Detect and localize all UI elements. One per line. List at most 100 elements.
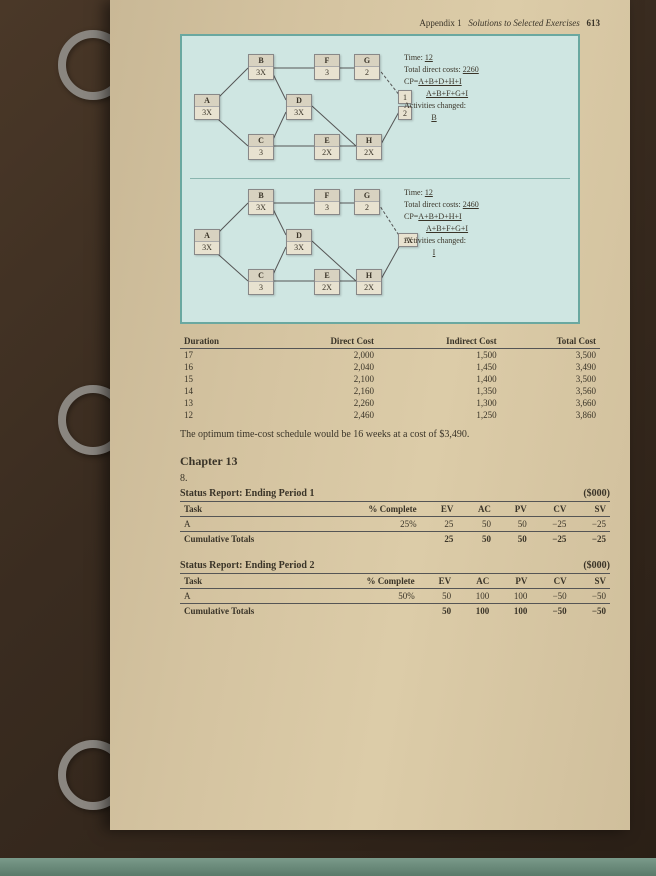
status-title-text: Status Report: Ending Period 2: [180, 560, 314, 571]
cell: −25: [570, 532, 610, 547]
cell: 3,660: [501, 397, 600, 409]
cell: [320, 532, 421, 547]
status-unit: ($000): [583, 488, 610, 499]
cost-table: Duration Direct Cost Indirect Cost Total…: [180, 334, 600, 421]
node-b: B3X: [248, 54, 274, 80]
col: % Complete: [319, 574, 419, 589]
node-a: A3X: [194, 229, 220, 255]
cell: 3,490: [501, 361, 600, 373]
table-row: 132,2601,3003,660: [180, 397, 600, 409]
page: Appendix 1 Solutions to Selected Exercis…: [110, 0, 630, 830]
status-title-text: Status Report: Ending Period 1: [180, 488, 314, 499]
table-row: 172,0001,5003,500: [180, 349, 600, 362]
table-row: 122,4601,2503,860: [180, 409, 600, 421]
node-b: B3X: [248, 189, 274, 215]
cell: 2,260: [270, 397, 378, 409]
col: CV: [531, 574, 570, 589]
cell: −50: [531, 589, 570, 604]
status-table: Task% CompleteEVACPVCVSVA50%50100100−50−…: [180, 574, 610, 618]
cell: 50: [457, 517, 495, 532]
status-title: Status Report: Ending Period 2 ($000): [180, 560, 610, 574]
cell: −25: [531, 532, 571, 547]
cell: [319, 604, 419, 619]
cell: Cumulative Totals: [180, 604, 319, 619]
node-d: D3X: [286, 229, 312, 255]
col-total: Total Cost: [501, 334, 600, 349]
cell: 100: [455, 589, 493, 604]
col-indirect: Indirect Cost: [378, 334, 501, 349]
cell: 12: [180, 409, 270, 421]
status-report: Status Report: Ending Period 2 ($000) Task…: [180, 560, 610, 618]
col: % Complete: [320, 502, 421, 517]
appendix-label: Appendix 1: [419, 18, 461, 28]
cell: 1,450: [378, 361, 501, 373]
col: EV: [419, 574, 455, 589]
cell: 50: [419, 604, 455, 619]
col: Task: [180, 502, 320, 517]
col: PV: [495, 502, 531, 517]
cell: 25: [421, 532, 458, 547]
node-d: D3X: [286, 94, 312, 120]
node-f: F3: [314, 189, 340, 215]
table-row: A50%50100100−50−50: [180, 589, 610, 604]
col: SV: [571, 574, 610, 589]
cell: −50: [571, 589, 610, 604]
node-c: C3: [248, 269, 274, 295]
cell: 100: [493, 604, 531, 619]
cell: 25: [421, 517, 458, 532]
status-unit: ($000): [583, 560, 610, 571]
totals-row: Cumulative Totals50100100−50−50: [180, 604, 610, 619]
cell: 50: [495, 517, 531, 532]
cell: −25: [570, 517, 610, 532]
header-title: Solutions to Selected Exercises: [468, 18, 579, 28]
totals-row: Cumulative Totals255050−25−25: [180, 532, 610, 547]
cell: 15: [180, 373, 270, 385]
node-c: C3: [248, 134, 274, 160]
cell: 13: [180, 397, 270, 409]
cell: 50: [419, 589, 455, 604]
cell: A: [180, 517, 320, 532]
page-number: 613: [587, 18, 601, 28]
col-duration: Duration: [180, 334, 270, 349]
cell: −50: [571, 604, 610, 619]
cell: 100: [455, 604, 493, 619]
table-row: 152,1001,4003,500: [180, 373, 600, 385]
node-e: E2X: [314, 134, 340, 160]
cell: 1,350: [378, 385, 501, 397]
cell: 2,040: [270, 361, 378, 373]
cell: 2,100: [270, 373, 378, 385]
cell: 3,560: [501, 385, 600, 397]
table-row: 142,1601,3503,560: [180, 385, 600, 397]
col: Task: [180, 574, 319, 589]
node-f: F3: [314, 54, 340, 80]
net1-info: Time: 12 Total direct costs: 2260 CP=A+B…: [404, 52, 564, 124]
network-diagrams: A3X B3X C3 D3X F3 E2X G2 H2X 1 2 Time: 1…: [180, 34, 580, 324]
status-table: Task% CompleteEVACPVCVSVA25%255050−25−25…: [180, 502, 610, 546]
cell: 1,250: [378, 409, 501, 421]
optimum-note: The optimum time-cost schedule would be …: [180, 429, 600, 440]
node-h: H2X: [356, 269, 382, 295]
col: AC: [455, 574, 493, 589]
cell: A: [180, 589, 319, 604]
cell: 3,500: [501, 349, 600, 362]
question-number: 8.: [180, 473, 600, 484]
network-2: A3X B3X C3 D3X F3 E2X G2 H2X 1X Time: 12…: [190, 179, 570, 314]
cell: −50: [531, 604, 570, 619]
status-title: Status Report: Ending Period 1 ($000): [180, 488, 610, 502]
table-row: A25%255050−25−25: [180, 517, 610, 532]
book-edge: [0, 858, 656, 876]
status-report: Status Report: Ending Period 1 ($000) Task…: [180, 488, 610, 546]
cell: 2,000: [270, 349, 378, 362]
cell: −25: [531, 517, 571, 532]
cell: 3,860: [501, 409, 600, 421]
cell: 17: [180, 349, 270, 362]
table-row: 162,0401,4503,490: [180, 361, 600, 373]
cell: 3,500: [501, 373, 600, 385]
chapter-heading: Chapter 13: [180, 454, 600, 469]
cell: 100: [493, 589, 531, 604]
cell: 50%: [319, 589, 419, 604]
col: EV: [421, 502, 458, 517]
col-direct: Direct Cost: [270, 334, 378, 349]
net2-info: Time: 12 Total direct costs: 2460 CP=A+B…: [404, 187, 564, 259]
node-g: G2: [354, 54, 380, 80]
